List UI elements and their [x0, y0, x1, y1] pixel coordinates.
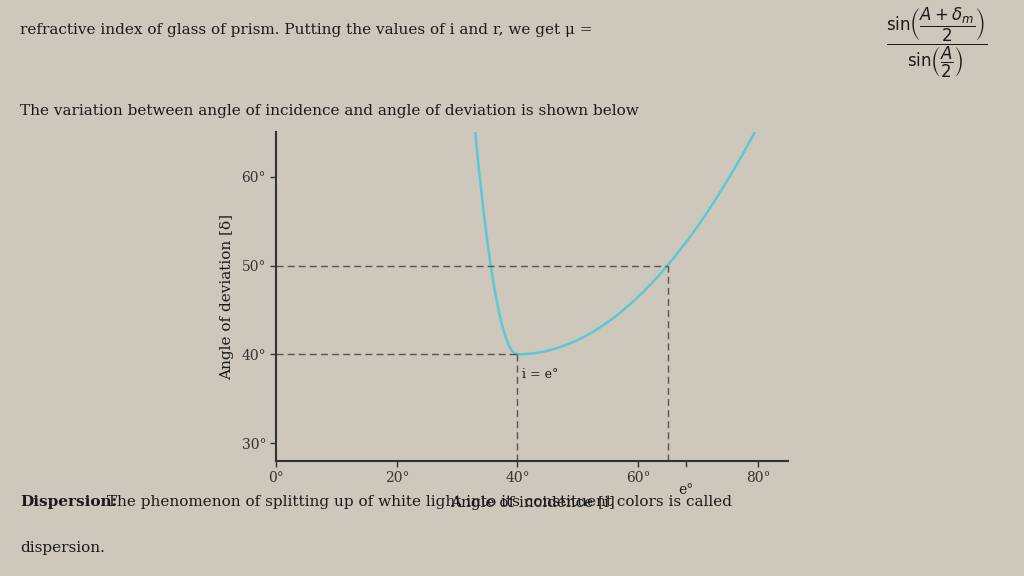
- Text: refractive index of glass of prism. Putting the values of i and r, we get μ =: refractive index of glass of prism. Putt…: [20, 23, 593, 37]
- Text: The variation between angle of incidence and angle of deviation is shown below: The variation between angle of incidence…: [20, 104, 639, 118]
- Text: dispersion.: dispersion.: [20, 541, 105, 555]
- Text: Dispersion:: Dispersion:: [20, 495, 118, 509]
- X-axis label: Angle of incidence [i]: Angle of incidence [i]: [451, 497, 614, 510]
- Y-axis label: Angle of deviation [δ]: Angle of deviation [δ]: [220, 214, 234, 380]
- Text: e°: e°: [679, 483, 693, 497]
- Text: i = e°: i = e°: [522, 367, 559, 381]
- Text: The phenomenon of splitting up of white light into its constituent colors is cal: The phenomenon of splitting up of white …: [102, 495, 732, 509]
- Text: $\dfrac{\sin\!\left(\dfrac{A+\delta_m}{2}\right)}{\sin\!\left(\dfrac{A}{2}\right: $\dfrac{\sin\!\left(\dfrac{A+\delta_m}{2…: [886, 6, 987, 81]
